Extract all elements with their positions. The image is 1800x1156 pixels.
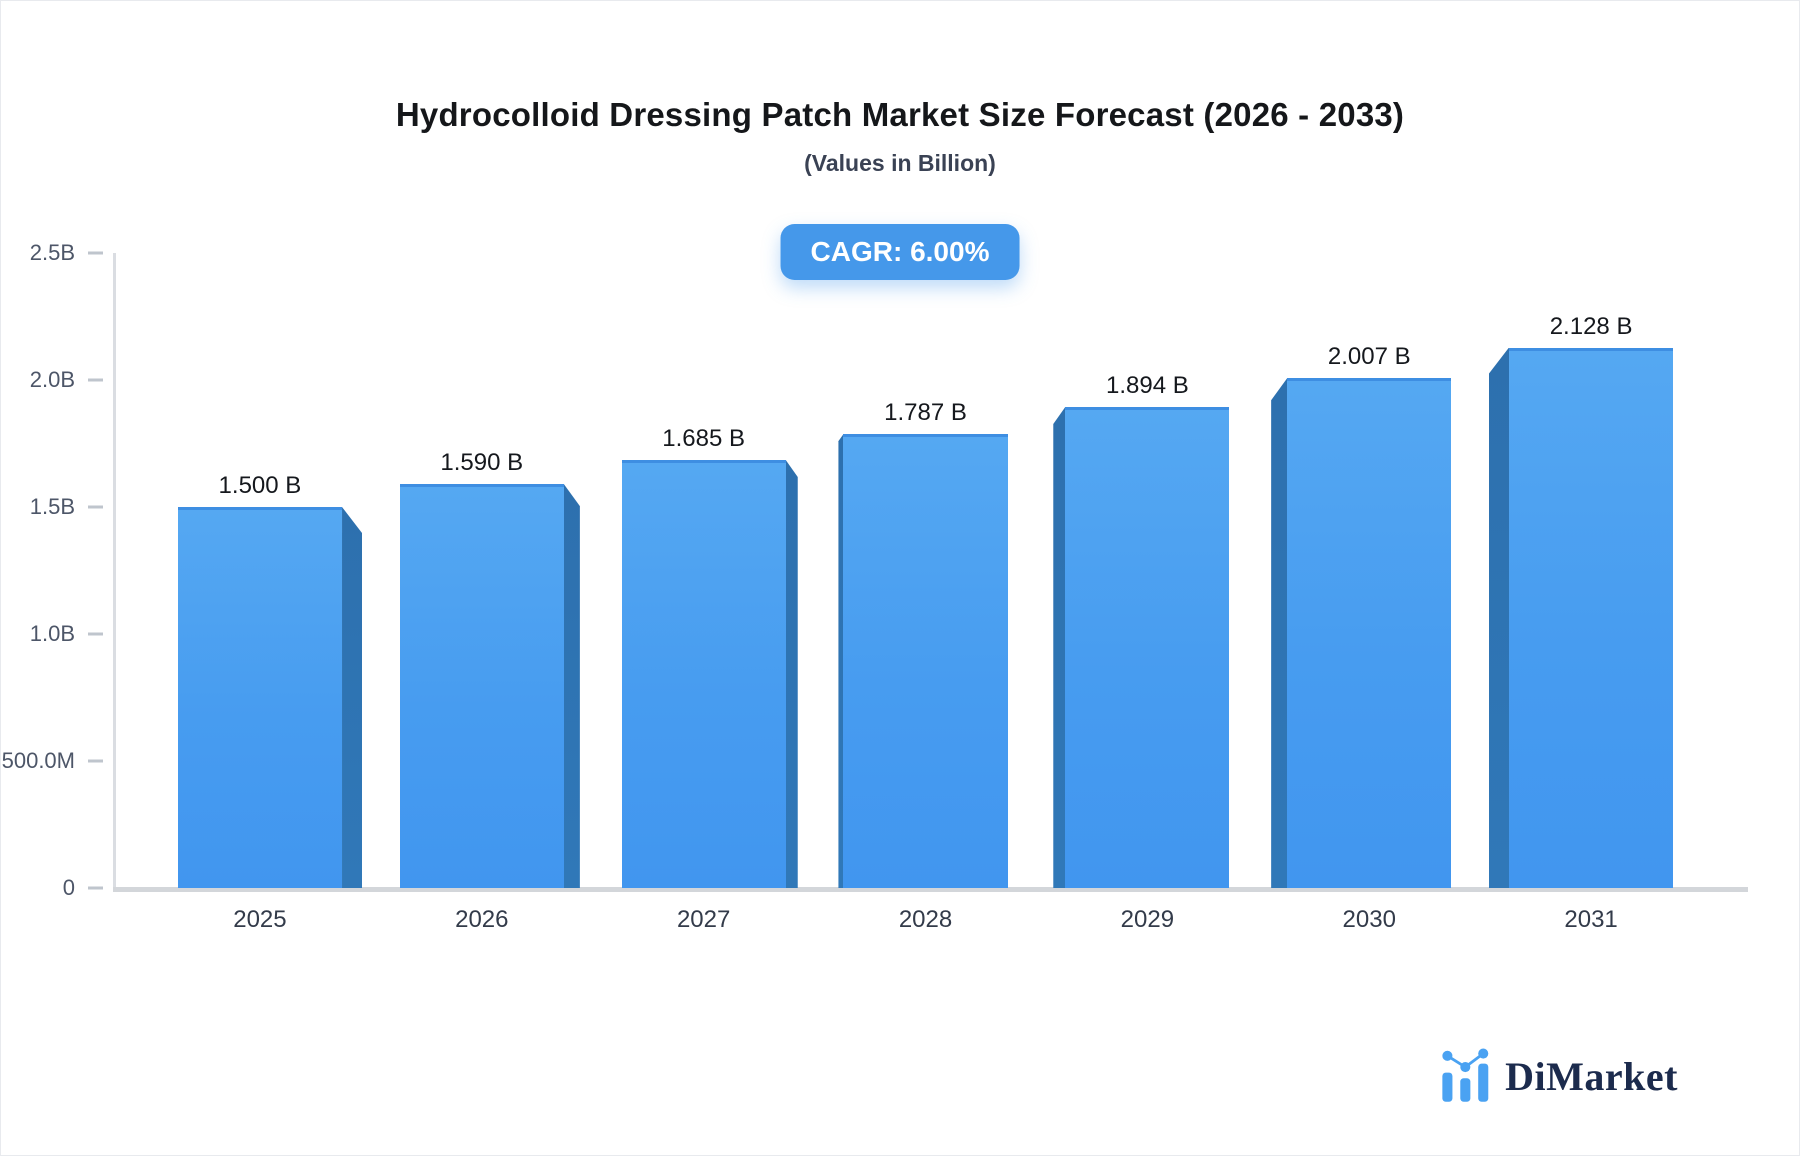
y-tick-label: 500.0M — [1, 748, 75, 773]
bar-side-face — [1271, 378, 1288, 888]
bar-value-label: 1.787 B — [884, 399, 967, 427]
x-axis-label-2030: 2030 — [1342, 906, 1396, 933]
bar-value-label: 2.007 B — [1327, 343, 1411, 371]
bar-value-label: 1.590 B — [440, 449, 524, 477]
y-tick-mark — [88, 378, 103, 382]
bar-value-label: 1.500 B — [218, 472, 302, 499]
y-tick-mark — [88, 759, 103, 763]
y-tick-label: 1.5B — [29, 494, 75, 519]
bar-slot-2031: 2.128 B 2031 — [1480, 253, 1702, 933]
brand-name: DiMarket — [1505, 1053, 1678, 1099]
y-tick-mark — [88, 505, 103, 509]
y-tick-label: 1.0B — [29, 621, 75, 646]
bar-2026: 1.590 B — [399, 449, 580, 888]
y-tick-mark — [88, 632, 103, 636]
y-tick-label: 2.5B — [29, 240, 75, 265]
bar-slot-2028: 1.787 B 2028 — [815, 253, 1037, 933]
bar-value-label: 1.685 B — [662, 425, 746, 453]
bar-slot-2025: 1.500 B 2025 — [149, 253, 371, 933]
bar-slot-2029: 1.894 B 2029 — [1036, 253, 1258, 933]
y-tick-mark — [88, 886, 103, 890]
bar-2029: 1.894 B — [1053, 372, 1230, 888]
bar-2027: 1.685 B — [621, 425, 798, 888]
bars-container: 1.500 B 2025 1.590 B 2026 1.685 B 2027 1.787 B… — [149, 253, 1702, 933]
x-axis-label-2025: 2025 — [233, 906, 287, 933]
page-title: Hydrocolloid Dressing Patch Market Size … — [395, 96, 1405, 133]
x-axis-label-2028: 2028 — [898, 906, 953, 933]
bar-chart: 1.500 B 2025 1.590 B 2026 1.685 B 2027 1.787 B… — [2, 240, 1748, 933]
x-axis-label-2031: 2031 — [1564, 906, 1618, 933]
bar-2028: 1.787 B — [838, 399, 1008, 888]
bar-side-face — [342, 507, 363, 888]
bar-slot-2027: 1.685 B 2027 — [593, 253, 815, 933]
bar-value-label: 2.128 B — [1549, 312, 1633, 340]
bar-side-face — [563, 484, 580, 888]
x-axis-label-2027: 2027 — [676, 906, 731, 933]
bar-side-face — [785, 460, 798, 888]
bar-side-face — [1053, 406, 1066, 888]
x-axis-baseline — [113, 887, 1748, 892]
bar-side-face — [838, 434, 844, 888]
bar-2030: 2.007 B — [1271, 343, 1452, 888]
page-subtitle: (Values in Billion) — [804, 150, 996, 176]
brand-logo[interactable]: DiMarket — [1441, 1048, 1678, 1104]
bar-2025: 1.500 B — [177, 472, 363, 888]
y-axis-line — [113, 253, 116, 890]
y-tick-label: 2.0B — [29, 367, 75, 392]
x-axis-label-2026: 2026 — [455, 906, 509, 933]
y-tick-mark — [88, 251, 103, 255]
bar-side-face — [1489, 347, 1509, 888]
bar-slot-2026: 1.590 B 2026 — [371, 253, 593, 933]
cagr-badge: CAGR: 6.00% — [780, 224, 1020, 280]
bar-2031: 2.128 B — [1489, 313, 1674, 888]
x-axis-label-2029: 2029 — [1120, 906, 1175, 933]
y-tick-label: 0 — [62, 875, 75, 900]
logo-bars-icon — [1442, 1048, 1489, 1102]
bar-slot-2030: 2.007 B 2030 — [1258, 253, 1480, 933]
bar-value-label: 1.894 B — [1105, 371, 1189, 399]
